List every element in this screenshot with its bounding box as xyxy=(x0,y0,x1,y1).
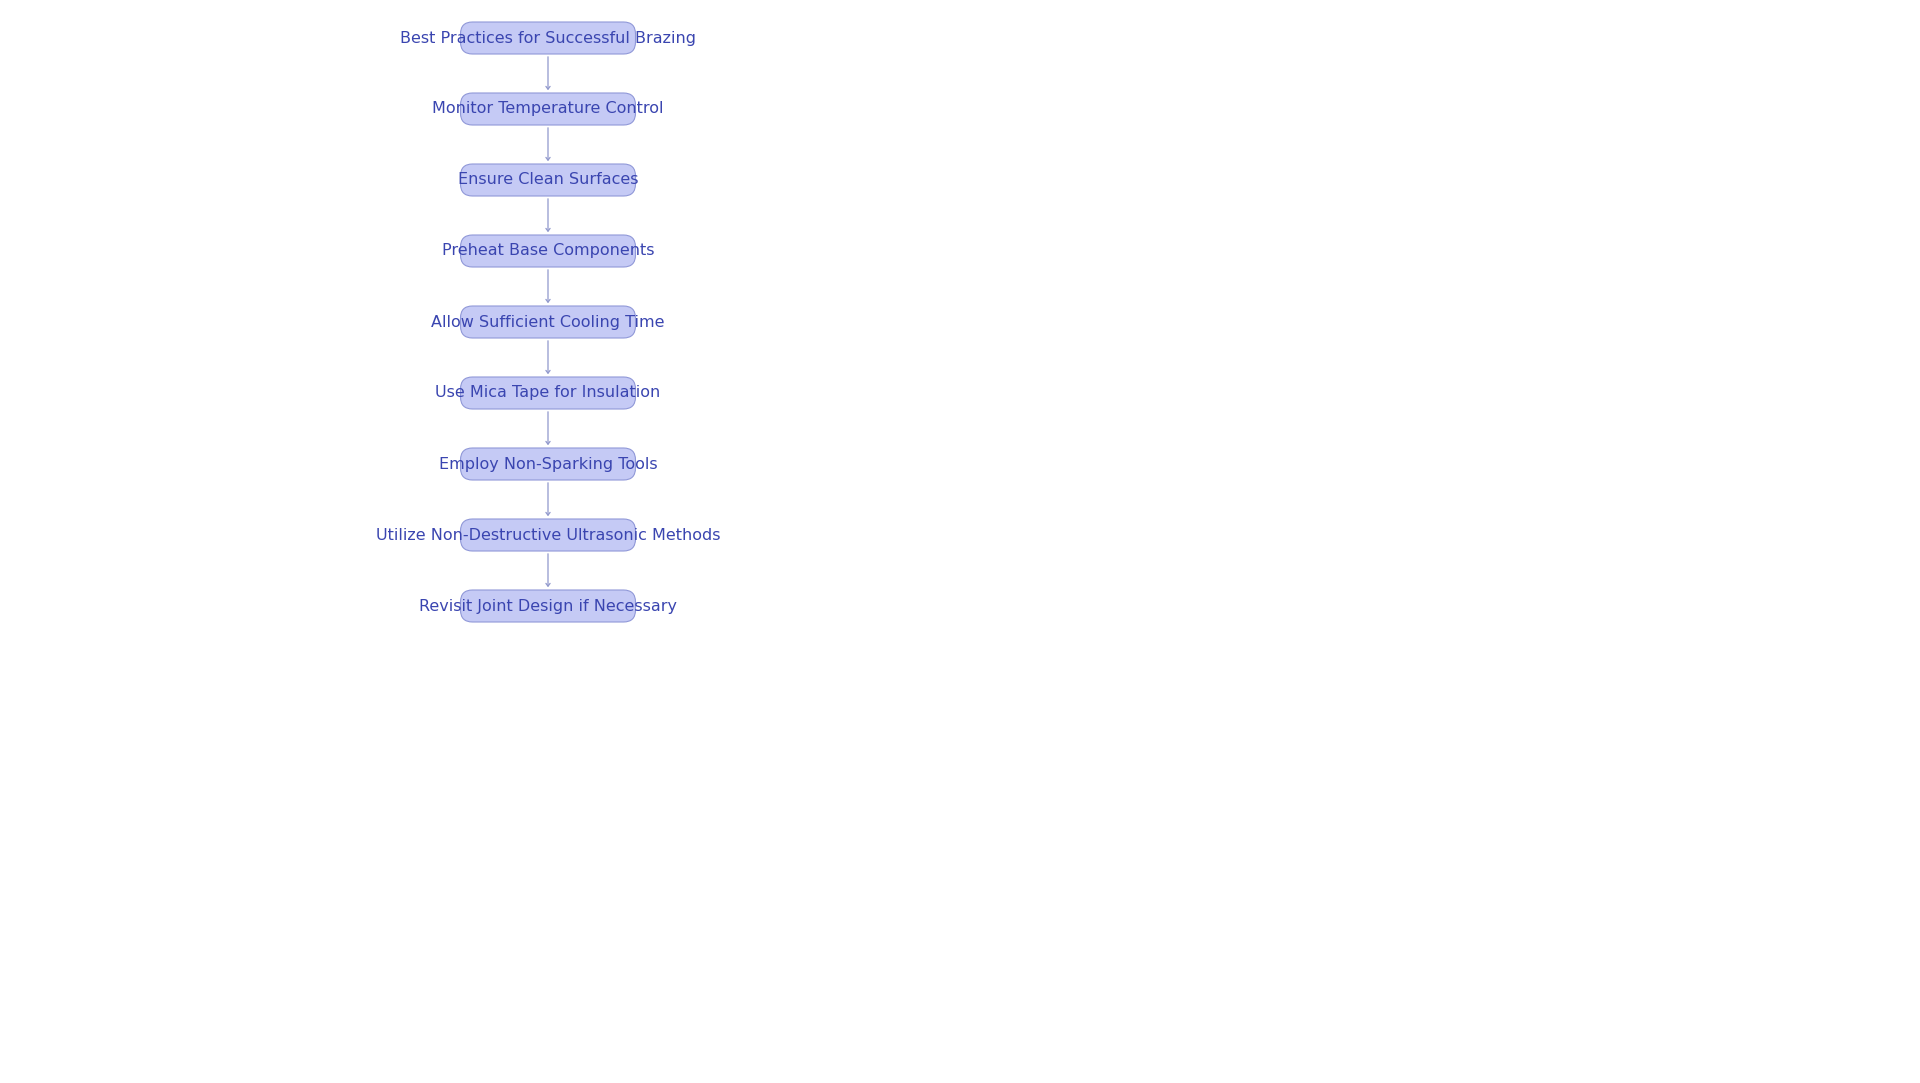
Text: Ensure Clean Surfaces: Ensure Clean Surfaces xyxy=(457,172,637,187)
Text: Revisit Joint Design if Necessary: Revisit Joint Design if Necessary xyxy=(419,599,678,613)
FancyBboxPatch shape xyxy=(461,164,636,196)
FancyBboxPatch shape xyxy=(461,590,636,622)
Text: Best Practices for Successful Brazing: Best Practices for Successful Brazing xyxy=(399,30,695,45)
FancyBboxPatch shape xyxy=(461,377,636,409)
FancyBboxPatch shape xyxy=(461,22,636,54)
Text: Preheat Base Components: Preheat Base Components xyxy=(442,244,655,259)
FancyBboxPatch shape xyxy=(461,448,636,480)
FancyBboxPatch shape xyxy=(461,519,636,551)
Text: Employ Non-Sparking Tools: Employ Non-Sparking Tools xyxy=(438,457,657,471)
FancyBboxPatch shape xyxy=(461,235,636,268)
Text: Utilize Non-Destructive Ultrasonic Methods: Utilize Non-Destructive Ultrasonic Metho… xyxy=(376,527,720,543)
Text: Monitor Temperature Control: Monitor Temperature Control xyxy=(432,102,664,117)
FancyBboxPatch shape xyxy=(461,306,636,338)
FancyBboxPatch shape xyxy=(461,93,636,125)
Text: Allow Sufficient Cooling Time: Allow Sufficient Cooling Time xyxy=(432,314,664,329)
Text: Use Mica Tape for Insulation: Use Mica Tape for Insulation xyxy=(436,386,660,401)
